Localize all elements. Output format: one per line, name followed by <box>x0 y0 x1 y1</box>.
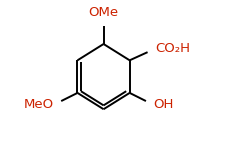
Text: OMe: OMe <box>88 6 119 19</box>
Text: CO₂H: CO₂H <box>155 42 190 55</box>
Text: OH: OH <box>153 98 174 111</box>
Text: MeO: MeO <box>24 98 54 111</box>
